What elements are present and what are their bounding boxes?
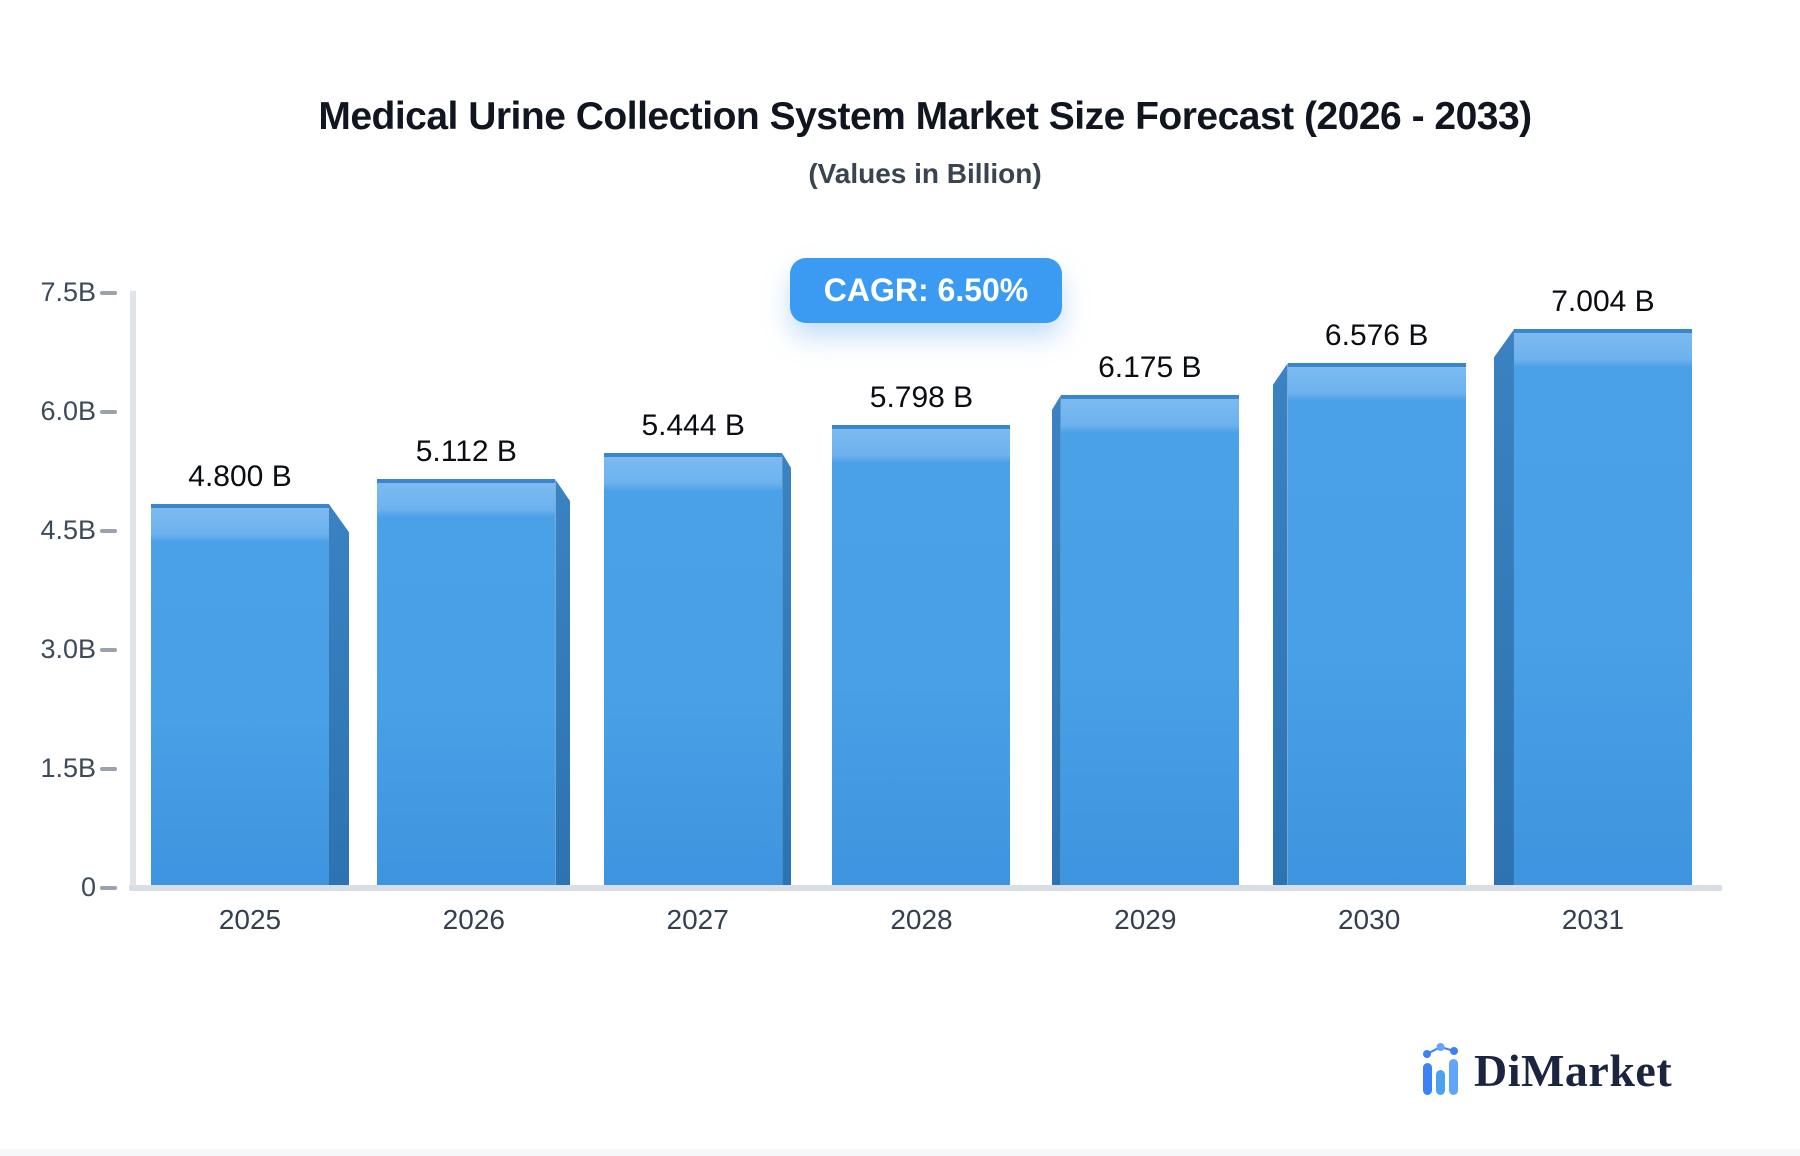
bar-group xyxy=(1493,329,1692,885)
y-tick-label: 3.0B xyxy=(40,634,96,664)
bar-value-label: 6.576 B xyxy=(1324,319,1429,353)
bar-fill xyxy=(1513,329,1692,885)
bar-group xyxy=(1272,363,1466,885)
brand-logo: DiMarket xyxy=(1420,1042,1672,1098)
y-tick-dash xyxy=(100,291,117,295)
y-tick-dash xyxy=(100,886,117,890)
cagr-badge: CAGR: 6.50% xyxy=(790,258,1062,323)
y-tick-label: 4.5B xyxy=(40,515,96,545)
logo-text: DiMarket xyxy=(1474,1044,1673,1096)
y-tick-label: 0 xyxy=(80,872,96,902)
x-axis-label: 2029 xyxy=(1114,904,1177,935)
y-tick-label: 6.0B xyxy=(40,396,96,426)
y-tick-dash xyxy=(100,529,117,533)
bar-value-label: 4.800 B xyxy=(188,460,292,494)
bar-fill xyxy=(1287,363,1466,885)
bar-side-face xyxy=(1051,395,1061,885)
y-tick-label: 7.5B xyxy=(40,277,96,307)
x-axis-label: 2030 xyxy=(1337,904,1401,935)
x-axis-label: 2027 xyxy=(666,904,729,935)
bar-value-label: 7.004 B xyxy=(1551,285,1655,319)
bar-value-label: 6.175 B xyxy=(1098,351,1202,385)
x-axis-label: 2025 xyxy=(218,904,282,935)
y-tick-dash xyxy=(100,410,117,414)
y-tick-dash xyxy=(100,767,117,771)
chart-subtitle: (Values in Billion) xyxy=(808,158,1042,189)
x-axis-label: 2028 xyxy=(890,904,953,935)
x-axis-label: 2031 xyxy=(1561,904,1625,935)
bar-group xyxy=(377,479,571,885)
bar-side-face xyxy=(1272,363,1288,885)
bar-fill xyxy=(377,479,556,885)
bar-side-face xyxy=(329,504,349,885)
bar-group xyxy=(1051,395,1239,885)
y-tick-dash xyxy=(100,648,117,652)
bar-side-face xyxy=(555,479,571,885)
bar-side-face xyxy=(1493,329,1514,885)
bar-value-label: 5.112 B xyxy=(415,435,517,469)
bar-fill xyxy=(151,504,329,885)
bar-fill xyxy=(604,453,783,885)
bar-side-face xyxy=(782,453,792,885)
bar-group xyxy=(832,425,1011,885)
bar-fill xyxy=(1060,395,1239,885)
bar-group xyxy=(604,453,792,885)
x-axis-label: 2026 xyxy=(442,904,505,935)
bottom-edge-strip xyxy=(0,1149,1800,1156)
x-axis-baseline xyxy=(129,885,1722,891)
y-tick-label: 1.5B xyxy=(40,753,96,783)
bar-value-label: 5.798 B xyxy=(869,381,974,415)
bar-group xyxy=(151,504,349,885)
bar-fill xyxy=(832,425,1011,885)
chart-logo-icon xyxy=(1423,1043,1458,1095)
chart-title: Medical Urine Collection System Market S… xyxy=(318,95,1532,138)
bar-value-label: 5.444 B xyxy=(641,409,745,443)
y-axis-line xyxy=(130,291,136,885)
